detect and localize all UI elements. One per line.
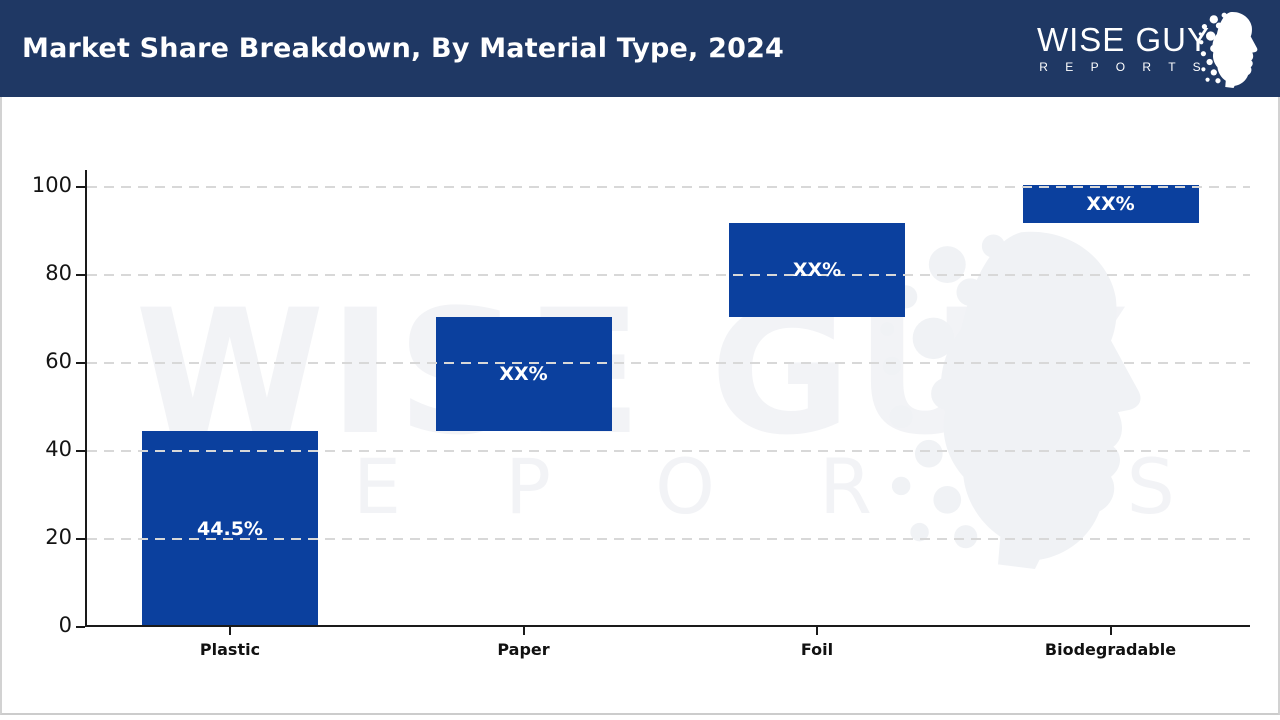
- y-tick-label-60: 60: [45, 349, 72, 373]
- bar-label-plastic: 44.5%: [197, 518, 263, 541]
- y-axis-line: [85, 170, 87, 627]
- gridline-40: [87, 450, 1250, 452]
- y-tick-mark-80: [76, 274, 85, 276]
- gridline-60: [87, 362, 1250, 364]
- y-tick-label-80: 80: [45, 261, 72, 285]
- wise-guy-logo: WISE GUY R E P O R T S: [1037, 10, 1280, 88]
- y-tick-label-0: 0: [58, 613, 72, 637]
- gridline-100: [87, 186, 1250, 188]
- bar-paper: [435, 316, 612, 432]
- y-tick-label-40: 40: [45, 437, 72, 461]
- plot-area: 0 20 40 60 80 100 44.5% Plastic XX% Paper XX% Foil X…: [0, 97, 1280, 720]
- chart-title: Market Share Breakdown, By Material Type…: [22, 33, 785, 64]
- y-tick-label-100: 100: [31, 173, 72, 197]
- x-tick-label-biodegradable: Biodegradable: [1044, 640, 1177, 659]
- chart-body: WISE GUY R E P O R T S 0 20 40 60 80 100 44.5%…: [0, 97, 1280, 720]
- y-tick-mark-40: [76, 450, 85, 452]
- bar-biodegradable: [1022, 184, 1199, 224]
- y-tick-mark-100: [76, 186, 85, 188]
- bar-label-foil: XX%: [792, 258, 842, 281]
- logo-wordmark: WISE GUY R E P O R T S: [1037, 23, 1210, 74]
- bar-label-biodegradable: XX%: [1086, 192, 1135, 215]
- y-tick-mark-0: [76, 626, 85, 628]
- logo-line2: R E P O R T S: [1039, 59, 1208, 74]
- x-tick-mark-plastic: [229, 627, 231, 635]
- header: Market Share Breakdown, By Material Type…: [0, 0, 1280, 97]
- x-tick-label-plastic: Plastic: [199, 640, 261, 659]
- x-tick-mark-biodegradable: [1109, 627, 1112, 635]
- gridline-20: [87, 538, 1250, 540]
- dotted-head-logo-icon: [1198, 10, 1266, 88]
- y-tick-mark-60: [76, 362, 85, 364]
- bar-foil: [729, 223, 905, 317]
- x-tick-label-paper: Paper: [497, 640, 550, 659]
- bar-label-paper: XX%: [499, 362, 548, 385]
- x-tick-mark-paper: [522, 627, 525, 635]
- y-tick-label-20: 20: [45, 525, 72, 549]
- gridline-80: [87, 274, 1250, 276]
- logo-line1: WISE GUY: [1036, 21, 1210, 59]
- x-tick-mark-foil: [816, 627, 818, 635]
- x-tick-label-foil: Foil: [800, 640, 834, 659]
- y-tick-mark-20: [76, 538, 85, 540]
- bar-plastic: [142, 431, 318, 627]
- x-axis-line: [85, 625, 1250, 627]
